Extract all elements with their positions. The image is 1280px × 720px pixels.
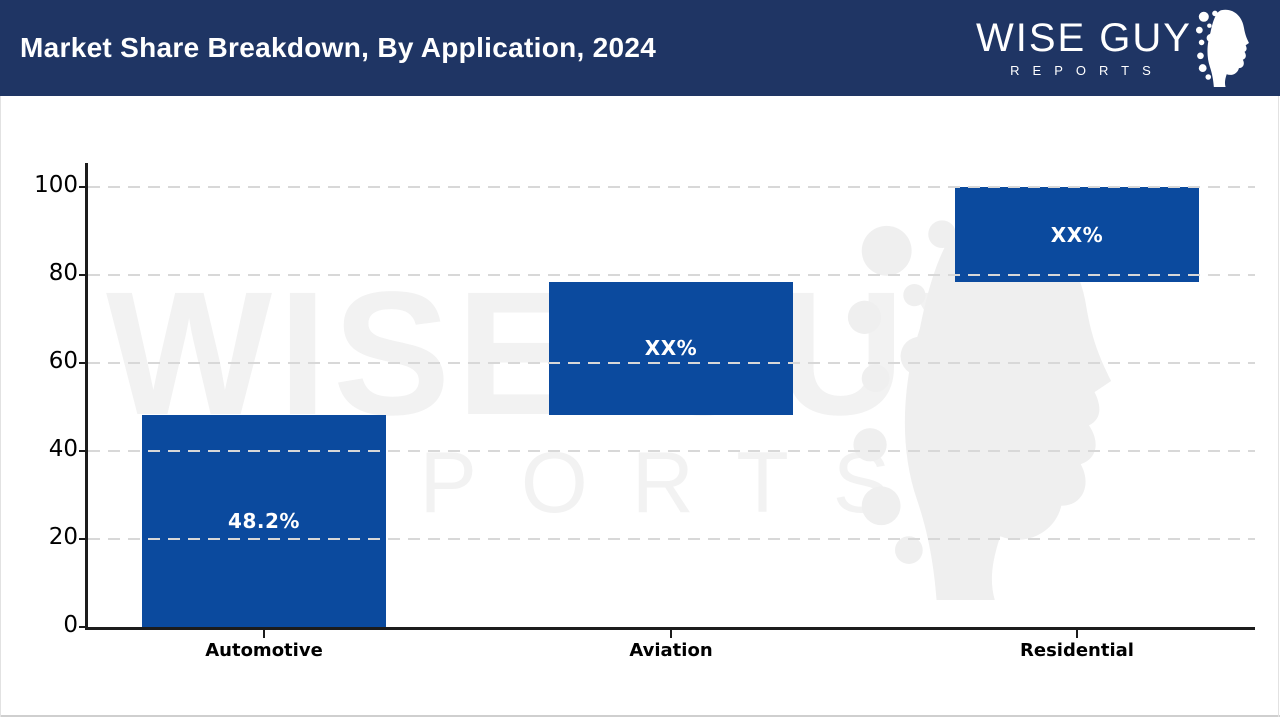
page-left-border — [0, 96, 1, 717]
x-tick-mark — [670, 630, 672, 638]
gridline-100 — [88, 186, 1255, 188]
y-tick-mark — [79, 450, 88, 452]
gridline-40 — [88, 450, 1255, 452]
y-tick-mark — [79, 186, 88, 188]
gridline-80 — [88, 274, 1255, 276]
y-tick-mark — [79, 274, 88, 276]
gridline-60 — [88, 362, 1255, 364]
wise-guy-reports-logo: WISE GUY REPORTS — [976, 8, 1254, 88]
y-tick-mark — [79, 362, 88, 364]
x-axis-category-label: Aviation — [629, 640, 713, 661]
y-axis-tick-label: 60 — [48, 348, 78, 374]
x-axis-category-label: Residential — [1020, 640, 1134, 661]
logo-face-icon — [1196, 9, 1249, 88]
y-axis-tick-label: 0 — [63, 612, 78, 638]
logo-wordmark: WISE GUY — [975, 16, 1192, 60]
bar-aviation: XX% — [549, 282, 793, 415]
bar-value-label: XX% — [644, 336, 698, 361]
x-axis-line — [85, 627, 1255, 630]
y-axis-line — [85, 163, 88, 630]
y-tick-mark — [79, 626, 88, 628]
gridline-20 — [88, 538, 1255, 540]
logo-text: WISE GUY REPORTS — [976, 18, 1192, 78]
bar-residential: XX% — [955, 187, 1199, 283]
logo-subtitle: REPORTS — [1010, 63, 1164, 78]
page-bottom-border — [0, 715, 1280, 717]
y-axis-tick-label: 20 — [48, 524, 78, 550]
x-tick-mark — [1076, 630, 1078, 638]
bar-value-label: 48.2% — [228, 508, 300, 533]
bar-automotive: 48.2% — [142, 414, 386, 627]
y-axis-tick-label: 40 — [48, 436, 78, 462]
x-tick-mark — [263, 630, 265, 638]
page-right-border — [1278, 96, 1279, 717]
header: Market Share Breakdown, By Application, … — [0, 0, 1280, 96]
y-axis-tick-label: 80 — [48, 260, 78, 286]
x-axis-category-label: Automotive — [205, 640, 323, 661]
y-axis-tick-label: 100 — [34, 172, 78, 198]
y-tick-mark — [79, 538, 88, 540]
bar-value-label: XX% — [1050, 222, 1104, 247]
page-title: Market Share Breakdown, By Application, … — [20, 32, 657, 63]
